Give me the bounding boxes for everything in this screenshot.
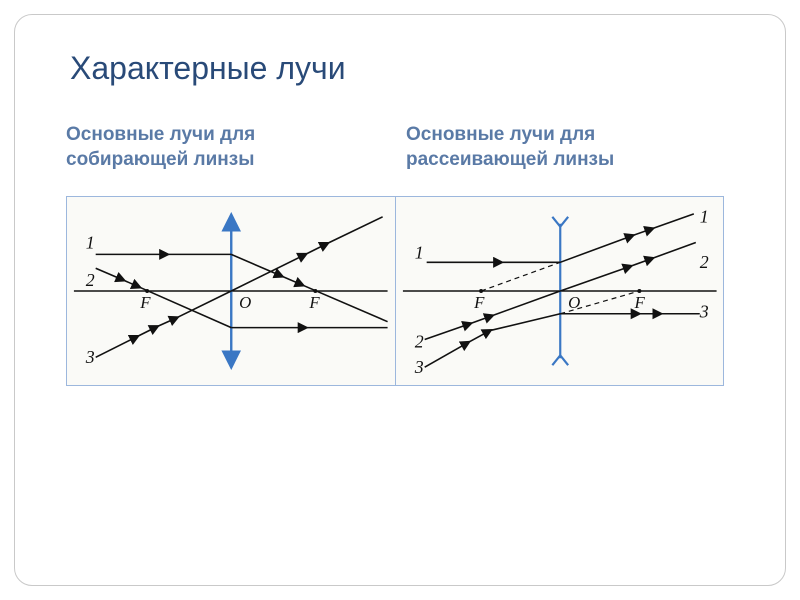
- label-F-left: F: [139, 293, 151, 312]
- subtitle-left: Основные лучи для собирающей линзы: [66, 123, 326, 172]
- label-F-right-r: F: [633, 293, 645, 312]
- label-F-left-r: F: [473, 293, 485, 312]
- ray-2-label: 2: [86, 270, 95, 290]
- slide-content: Характерные лучи Основные лучи для собир…: [30, 30, 770, 570]
- ray-3-label-out: 3: [698, 302, 708, 322]
- subtitle-row: Основные лучи для собирающей линзы Основ…: [66, 123, 770, 172]
- page-title: Характерные лучи: [70, 50, 770, 87]
- label-O: O: [239, 293, 251, 312]
- diagram-converging: F O F 1: [67, 197, 395, 385]
- ray-3-label: 3: [85, 348, 95, 368]
- diagram-diverging: F O F 1 1: [395, 197, 724, 385]
- ray-1-label-out: 1: [699, 207, 708, 227]
- subtitle-right: Основные лучи для рассеивающей линзы: [406, 123, 666, 172]
- ray-3-label-in: 3: [413, 358, 423, 378]
- label-F-right: F: [308, 293, 320, 312]
- ray-1-label: 1: [86, 233, 95, 253]
- ray-2-label-in: 2: [414, 332, 423, 352]
- diagram-frame: F O F 1: [66, 196, 724, 386]
- ray-1-label-in: 1: [414, 243, 423, 263]
- ray-3: [424, 291, 699, 367]
- ray-2-label-out: 2: [699, 253, 708, 273]
